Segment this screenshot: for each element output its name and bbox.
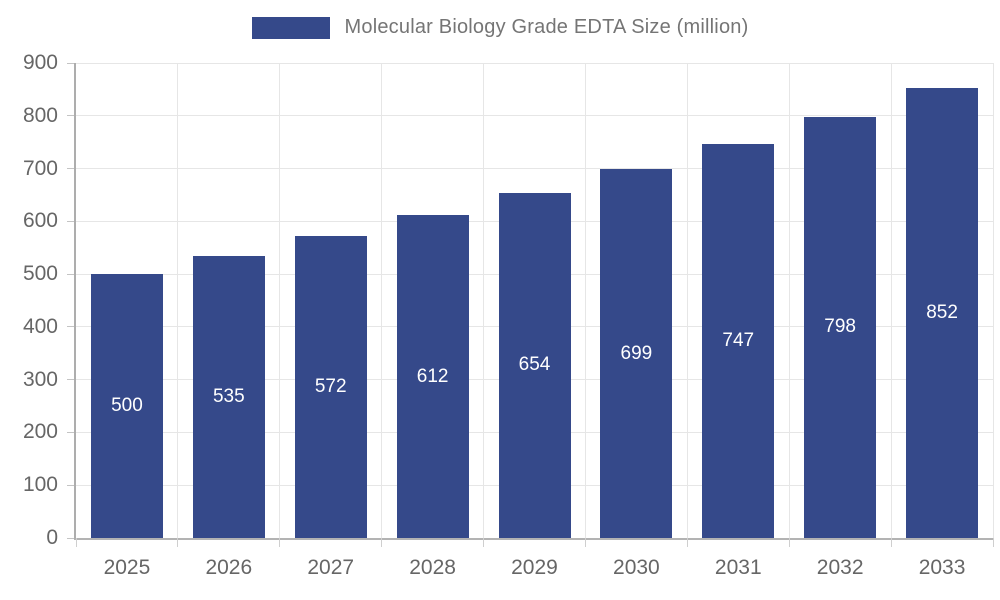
y-axis-tick-label: 500 — [22, 262, 58, 286]
gridline-v — [788, 63, 790, 538]
y-tick-mark — [67, 62, 74, 64]
y-tick-mark — [67, 484, 74, 486]
y-axis-tick-label: 300 — [22, 367, 58, 391]
y-axis-tick-label: 900 — [22, 51, 58, 74]
gridline-v — [686, 63, 688, 538]
x-axis: 2025 2026 2027 2028 2029 2030 2031 2032 2033 — [76, 556, 993, 586]
y-tick-mark — [67, 220, 74, 222]
gridline-v — [890, 63, 892, 538]
gridline-v — [483, 63, 485, 538]
legend-swatch[interactable] — [251, 16, 330, 39]
bar-2030: 699 — [600, 169, 673, 538]
x-tick-mark — [279, 538, 281, 547]
x-axis-tick-label: 2028 — [409, 556, 456, 579]
bar-2028: 612 — [396, 215, 469, 538]
bar-value-label: 798 — [824, 316, 856, 338]
bar-value-label: 612 — [416, 365, 449, 387]
y-tick-mark — [67, 379, 74, 381]
bar-value-label: 500 — [111, 395, 143, 417]
bar-value-label: 747 — [722, 329, 755, 351]
y-axis-tick-label: 600 — [22, 209, 58, 233]
y-axis-tick-label: 0 — [46, 526, 58, 549]
x-tick-mark — [686, 538, 688, 547]
y-axis-tick-label: 400 — [22, 314, 58, 338]
bar-2029: 654 — [498, 192, 571, 538]
x-axis-tick-label: 2030 — [613, 556, 660, 579]
x-axis-tick-label: 2033 — [918, 556, 966, 579]
bar-value-label: 699 — [620, 342, 653, 364]
x-axis-tick-label: 2026 — [205, 556, 253, 579]
bar-value-label: 654 — [518, 354, 551, 376]
bar-value-label: 852 — [926, 302, 958, 324]
bar-2033: 852 — [906, 88, 979, 538]
bar-2026: 535 — [192, 255, 265, 538]
plot-area: 500 535 572 612 654 699 747 798 852 — [67, 62, 994, 547]
x-tick-mark — [890, 538, 892, 547]
y-tick-mark — [67, 115, 74, 117]
y-tick-mark — [67, 168, 74, 170]
gridline-v — [279, 63, 281, 538]
y-tick-mark — [67, 273, 74, 275]
y-axis-tick-label: 800 — [22, 103, 58, 127]
x-tick-mark — [381, 538, 383, 547]
x-tick-mark — [788, 538, 790, 547]
y-axis-tick-label: 700 — [22, 156, 58, 180]
gridline-h — [76, 168, 993, 170]
x-tick-mark — [177, 538, 179, 547]
x-axis-tick-label: 2027 — [307, 556, 355, 579]
gridline-h — [76, 62, 993, 64]
y-axis-tick-label: 100 — [22, 473, 58, 497]
legend[interactable]: Molecular Biology Grade EDTA Size (milli… — [0, 16, 1000, 39]
x-axis-tick-label: 2029 — [511, 556, 558, 579]
gridline-v — [381, 63, 383, 538]
gridline-v — [177, 63, 179, 538]
x-tick-mark — [75, 538, 77, 547]
y-tick-mark — [67, 537, 74, 539]
x-axis-tick-label: 2031 — [714, 556, 762, 579]
bar-2031: 747 — [702, 143, 775, 538]
gridline-h — [76, 115, 993, 117]
legend-label: Molecular Biology Grade EDTA Size (milli… — [344, 16, 749, 38]
y-tick-mark — [67, 326, 74, 328]
bar-value-label: 572 — [314, 376, 347, 398]
y-axis-tick-label: 200 — [22, 420, 58, 444]
x-tick-mark — [992, 538, 994, 547]
gridline-v — [584, 63, 586, 538]
bar-2032: 798 — [804, 116, 877, 538]
bar-2025: 500 — [90, 274, 163, 538]
y-axis: 0 100 200 300 400 500 600 700 800 900 — [0, 51, 58, 549]
bar-value-label: 535 — [212, 385, 245, 407]
x-tick-mark — [483, 538, 485, 547]
x-tick-mark — [584, 538, 586, 547]
x-axis-tick-label: 2025 — [103, 556, 151, 579]
y-tick-mark — [67, 431, 74, 433]
x-axis-tick-label: 2032 — [816, 556, 864, 579]
bar-2027: 572 — [294, 236, 367, 538]
gridline-v — [992, 63, 994, 538]
